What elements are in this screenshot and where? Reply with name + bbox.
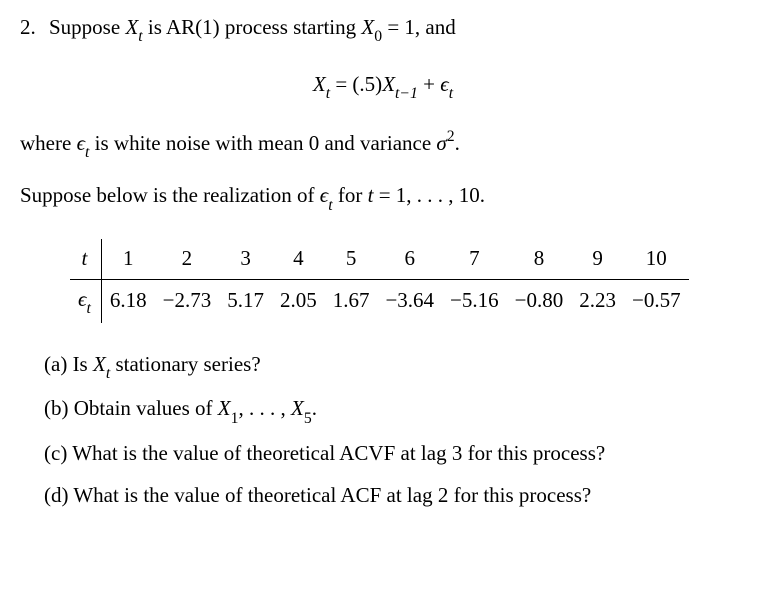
t-cell: 4: [272, 239, 325, 279]
main-equation: Xt = (.5)Xt−1 + ϵt: [20, 69, 746, 104]
intro-text-3: = 1, and: [382, 15, 456, 39]
subpart-c: (c) What is the value of theoretical ACV…: [20, 438, 746, 470]
sigma: σ: [436, 131, 446, 155]
t-cell: 5: [325, 239, 378, 279]
problem-number: 2.: [20, 15, 36, 39]
eps-cell: −0.57: [624, 279, 689, 322]
eq-eps-sub: t: [449, 85, 453, 102]
eq-equals: = (.5): [330, 72, 382, 96]
t-cell: 7: [442, 239, 507, 279]
subpart-b-suffix: .: [312, 396, 317, 420]
subpart-a-X: X: [93, 352, 106, 376]
subpart-a-Xsub: t: [106, 365, 110, 382]
subpart-b-dots: , . . . ,: [239, 396, 292, 420]
eq-plus: +: [418, 72, 440, 96]
subpart-b: (b) Obtain values of X1, . . . , X5.: [20, 393, 746, 428]
subpart-b-X5sub: 5: [304, 410, 312, 427]
eq-rhs-sub: t−1: [395, 85, 418, 102]
subpart-a-prefix: Is: [73, 352, 93, 376]
where-prefix: where: [20, 131, 77, 155]
problem-intro: 2. Suppose Xt is AR(1) process starting …: [20, 12, 746, 47]
t-cell: 3: [219, 239, 272, 279]
subpart-b-label: (b): [44, 396, 74, 420]
realization-eps-sub: t: [328, 197, 332, 214]
subpart-c-label: (c): [44, 441, 72, 465]
subpart-a: (a) Is Xt stationary series?: [20, 349, 746, 384]
t-cell: 9: [571, 239, 624, 279]
var-X0-sub: 0: [374, 28, 382, 45]
t-cell: 6: [377, 239, 442, 279]
subparts-list: (a) Is Xt stationary series? (b) Obtain …: [20, 349, 746, 512]
eq-lhs-X: X: [313, 72, 326, 96]
intro-text-2: is AR(1) process starting: [143, 15, 362, 39]
where-end: .: [455, 131, 460, 155]
eps-cell: −3.64: [377, 279, 442, 322]
subpart-d-label: (d): [44, 483, 73, 507]
realization-intro: Suppose below is the realization of ϵt f…: [20, 180, 746, 215]
eps-cell: 2.05: [272, 279, 325, 322]
subpart-b-X5: X: [291, 396, 304, 420]
eq-lhs-sub: t: [326, 85, 330, 102]
subpart-a-label: (a): [44, 352, 73, 376]
realization-eps: ϵ: [320, 183, 328, 207]
realization-mid: for: [333, 183, 368, 207]
t-cell: 10: [624, 239, 689, 279]
var-Xt: X: [125, 15, 138, 39]
subpart-a-suffix: stationary series?: [110, 352, 260, 376]
eps-cell: −0.80: [507, 279, 572, 322]
where-clause: where ϵt is white noise with mean 0 and …: [20, 126, 746, 163]
table-row-eps: ϵt 6.18 −2.73 5.17 2.05 1.67 −3.64 −5.16…: [70, 279, 689, 322]
eps-cell: −2.73: [155, 279, 220, 322]
eps-cell: 1.67: [325, 279, 378, 322]
subpart-d-text: What is the value of theoretical ACF at …: [73, 483, 591, 507]
subpart-b-prefix: Obtain values of: [74, 396, 218, 420]
var-Xt-sub: t: [138, 28, 142, 45]
subpart-b-X1sub: 1: [231, 410, 239, 427]
t-cell: 2: [155, 239, 220, 279]
eps-cell: 6.18: [101, 279, 154, 322]
var-X0: X: [361, 15, 374, 39]
sigma-sup: 2: [447, 128, 455, 145]
subpart-c-text: What is the value of theoretical ACVF at…: [72, 441, 605, 465]
table-row-t: t 1 2 3 4 5 6 7 8 9 10: [70, 239, 689, 279]
epsilon-table: t 1 2 3 4 5 6 7 8 9 10 ϵt 6.18 −2.73 5.1…: [70, 239, 746, 322]
row-label-t: t: [70, 239, 101, 279]
where-eps-sub: t: [85, 144, 89, 161]
eps-cell: 2.23: [571, 279, 624, 322]
intro-text-1: Suppose: [49, 15, 125, 39]
eps-cell: −5.16: [442, 279, 507, 322]
where-eps: ϵ: [77, 131, 85, 155]
subpart-b-X1: X: [218, 396, 231, 420]
row-label-eps: ϵt: [70, 279, 101, 322]
t-cell: 8: [507, 239, 572, 279]
realization-eq: = 1, . . . , 10.: [373, 183, 485, 207]
t-cell: 1: [101, 239, 154, 279]
subpart-d: (d) What is the value of theoretical ACF…: [20, 480, 746, 512]
where-mid: is white noise with mean 0 and variance: [89, 131, 436, 155]
realization-prefix: Suppose below is the realization of: [20, 183, 320, 207]
eq-rhs-X: X: [382, 72, 395, 96]
eq-eps: ϵ: [440, 72, 448, 96]
eps-cell: 5.17: [219, 279, 272, 322]
